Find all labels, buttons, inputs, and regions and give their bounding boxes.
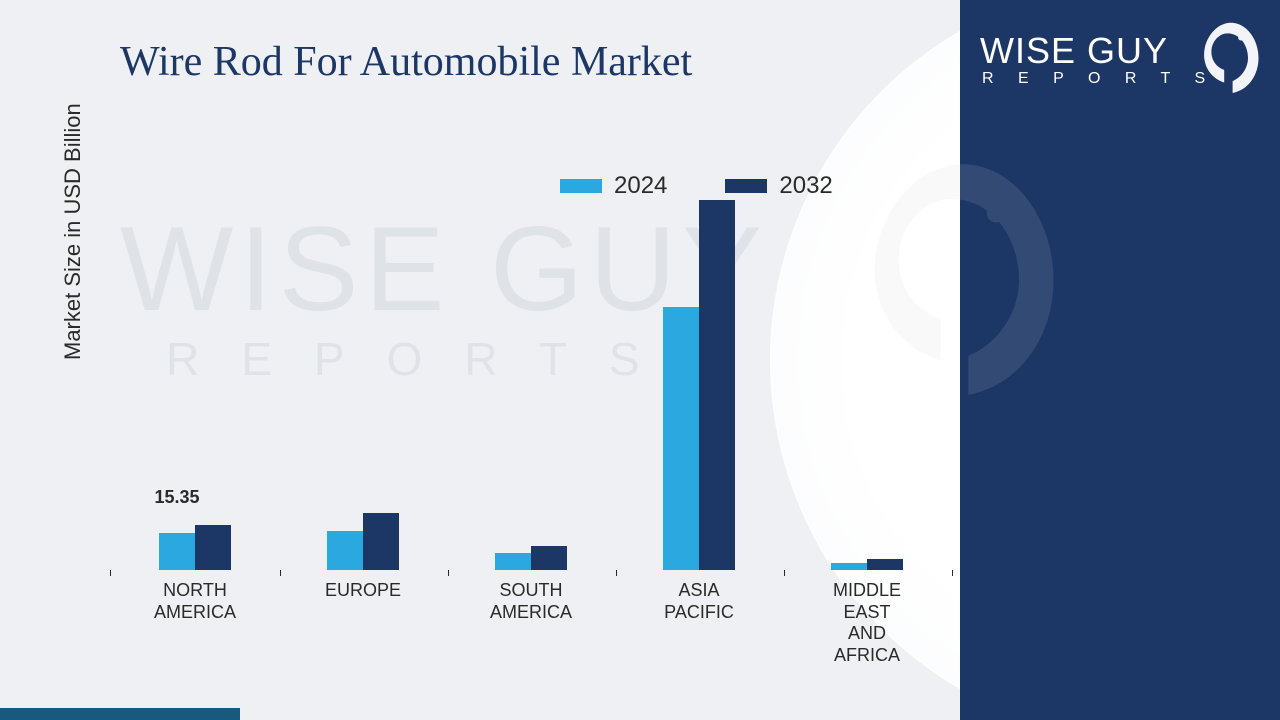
bar — [327, 531, 363, 570]
plot-area: NORTH AMERICA 15.35 EUROPESOUTH AMERICAASI… — [110, 200, 950, 570]
tick — [784, 570, 785, 576]
y-axis-label: Market Size in USD Billion — [60, 103, 86, 360]
legend-label-2032: 2032 — [779, 172, 832, 200]
legend-item-2032: 2032 — [725, 172, 832, 200]
bar — [159, 533, 195, 570]
brand-wise: WISE — [980, 30, 1076, 71]
stage: WISE GUY REPORTS Wire Rod For Automobile… — [0, 0, 1280, 720]
legend-swatch-2024 — [560, 179, 602, 193]
bar — [531, 546, 567, 570]
value-callout: 15.35 — [154, 487, 199, 508]
brand-head-icon — [1192, 18, 1262, 98]
bar-group: MIDDLE EAST AND AFRICA — [782, 559, 952, 570]
legend-label-2024: 2024 — [614, 172, 667, 200]
bar — [363, 513, 399, 570]
brand-guy: GUY — [1087, 30, 1168, 71]
legend-item-2024: 2024 — [560, 172, 667, 200]
tick — [448, 570, 449, 576]
category-label: ASIA PACIFIC — [614, 580, 784, 623]
tick — [110, 570, 111, 576]
tick — [616, 570, 617, 576]
footer-accent-bar — [0, 708, 240, 720]
bar-group: ASIA PACIFIC — [614, 200, 784, 570]
bar — [867, 559, 903, 570]
category-label: EUROPE — [278, 580, 448, 602]
bar — [699, 200, 735, 570]
bar-group: NORTH AMERICA — [110, 525, 280, 570]
category-label: SOUTH AMERICA — [446, 580, 616, 623]
bar — [195, 525, 231, 570]
category-label: MIDDLE EAST AND AFRICA — [782, 580, 952, 666]
bar — [495, 553, 531, 570]
tick — [952, 570, 953, 576]
x-axis-ticks — [110, 570, 950, 576]
tick — [280, 570, 281, 576]
bar-group: SOUTH AMERICA — [446, 546, 616, 570]
legend: 2024 2032 — [560, 172, 833, 200]
bar-group: EUROPE — [278, 513, 448, 570]
legend-swatch-2032 — [725, 179, 767, 193]
chart-title: Wire Rod For Automobile Market — [120, 38, 692, 86]
bar — [831, 563, 867, 570]
bar — [663, 307, 699, 570]
category-label: NORTH AMERICA — [110, 580, 280, 623]
